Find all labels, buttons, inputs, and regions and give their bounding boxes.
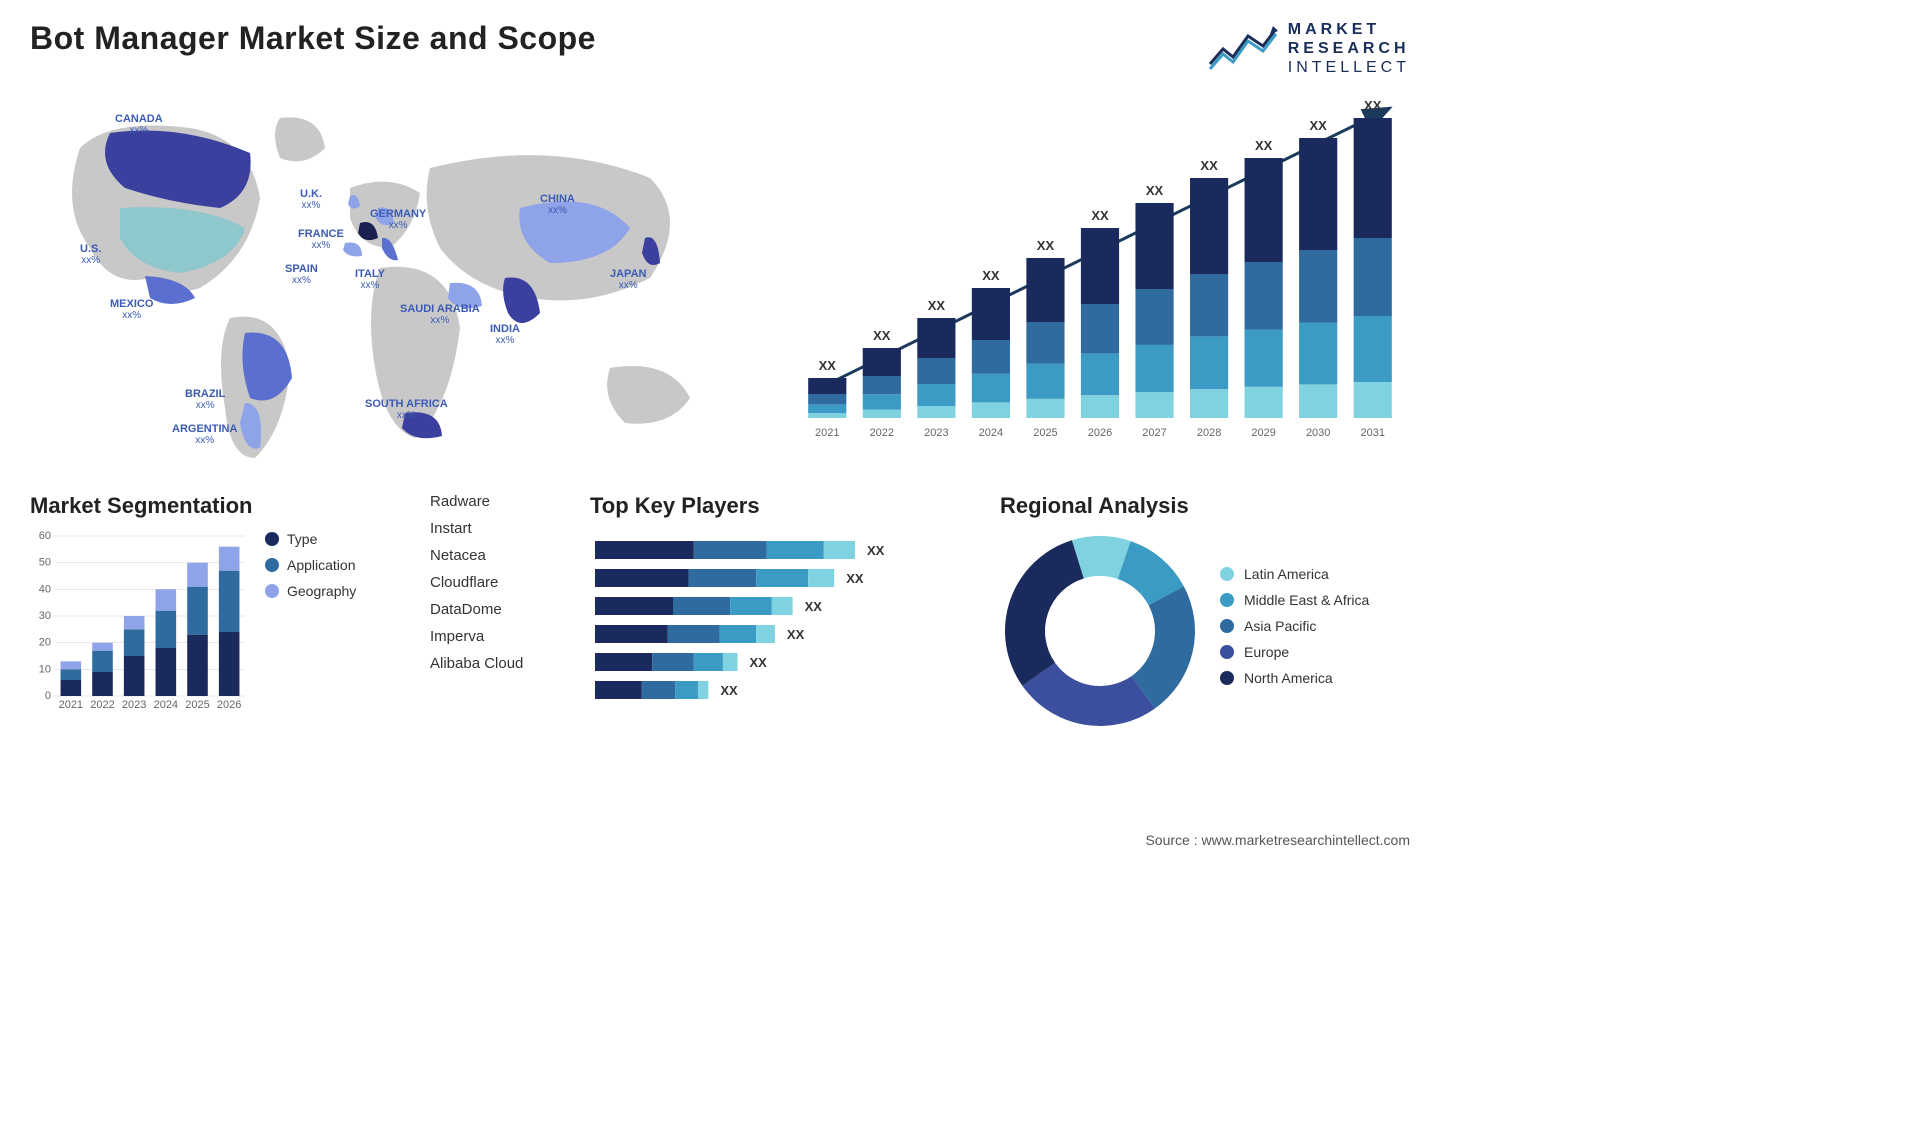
svg-text:2030: 2030	[1306, 427, 1330, 439]
map-label: U.S.xx%	[80, 243, 101, 266]
svg-text:2031: 2031	[1360, 427, 1384, 439]
map-label: U.K.xx%	[300, 188, 322, 211]
segmentation-title: Market Segmentation	[30, 493, 400, 519]
svg-text:XX: XX	[749, 655, 767, 670]
svg-text:XX: XX	[720, 683, 738, 698]
map-label: ARGENTINAxx%	[172, 423, 237, 446]
svg-text:XX: XX	[928, 298, 946, 313]
svg-text:40: 40	[39, 583, 51, 595]
svg-text:2025: 2025	[185, 699, 209, 711]
growth-bar-chart: XX 2021 XX 2022 XX 2023 XX 2024 XX 2025 XX 2026 XX 20…	[790, 88, 1410, 448]
legend-item: Geography	[265, 583, 356, 599]
map-label: GERMANYxx%	[370, 208, 426, 231]
map-label: CHINAxx%	[540, 193, 575, 216]
legend-item: Type	[265, 531, 356, 547]
svg-text:XX: XX	[1200, 158, 1218, 173]
legend-item: North America	[1220, 670, 1369, 686]
svg-text:XX: XX	[1037, 238, 1055, 253]
player-item: Radware	[430, 493, 560, 510]
svg-text:XX: XX	[1364, 98, 1382, 113]
regional-analysis-section: Regional Analysis Latin America Middle Ea…	[1000, 493, 1410, 731]
map-label: MEXICOxx%	[110, 298, 153, 321]
map-label: SPAINxx%	[285, 263, 318, 286]
market-segmentation-section: Market Segmentation 0 10 20 30 40 50 60 2021 202…	[30, 493, 400, 731]
legend-item: Asia Pacific	[1220, 618, 1369, 634]
map-label: SOUTH AFRICAxx%	[365, 398, 448, 421]
svg-text:30: 30	[39, 610, 51, 622]
legend-item: Europe	[1220, 644, 1369, 660]
segmentation-chart: 0 10 20 30 40 50 60 2021 2022 2023 2024 2025 2026	[30, 531, 250, 711]
map-label: FRANCExx%	[298, 228, 344, 251]
logo-line3: INTELLECT	[1288, 58, 1410, 77]
svg-text:XX: XX	[1146, 183, 1164, 198]
svg-text:XX: XX	[1310, 118, 1328, 133]
svg-text:XX: XX	[787, 627, 805, 642]
logo-icon	[1208, 24, 1278, 74]
svg-text:XX: XX	[805, 599, 823, 614]
svg-text:XX: XX	[819, 358, 837, 373]
svg-text:2024: 2024	[979, 427, 1003, 439]
regional-legend: Latin America Middle East & Africa Asia Pa…	[1220, 566, 1369, 696]
svg-text:2021: 2021	[59, 699, 83, 711]
tkp-chart: XXXXXXXXXXXX	[590, 531, 950, 721]
player-item: Cloudflare	[430, 574, 560, 591]
legend-item: Middle East & Africa	[1220, 592, 1369, 608]
segmentation-legend: Type Application Geography	[265, 531, 356, 711]
svg-text:50: 50	[39, 556, 51, 568]
svg-text:2022: 2022	[870, 427, 894, 439]
svg-text:2023: 2023	[122, 699, 146, 711]
players-list: Radware Instart Netacea Cloudflare DataDome I…	[430, 493, 560, 731]
source-text: Source : www.marketresearchintellect.com	[1145, 832, 1410, 848]
regional-title: Regional Analysis	[1000, 493, 1410, 519]
map-label: INDIAxx%	[490, 323, 520, 346]
legend-item: Latin America	[1220, 566, 1369, 582]
svg-text:XX: XX	[1255, 138, 1273, 153]
map-label: SAUDI ARABIAxx%	[400, 303, 480, 326]
svg-text:XX: XX	[846, 571, 864, 586]
tkp-title: Top Key Players	[590, 493, 970, 519]
svg-text:2026: 2026	[217, 699, 241, 711]
svg-text:XX: XX	[1091, 208, 1109, 223]
svg-text:2023: 2023	[924, 427, 948, 439]
svg-text:XX: XX	[982, 268, 1000, 283]
svg-text:2029: 2029	[1251, 427, 1275, 439]
top-key-players-section: Top Key Players XXXXXXXXXXXX	[590, 493, 970, 731]
player-item: DataDome	[430, 601, 560, 618]
logo-line1: MARKET	[1288, 20, 1410, 39]
map-label: BRAZILxx%	[185, 388, 225, 411]
svg-text:20: 20	[39, 636, 51, 648]
svg-text:10: 10	[39, 663, 51, 675]
svg-text:2028: 2028	[1197, 427, 1221, 439]
map-label: JAPANxx%	[610, 268, 646, 291]
svg-text:2024: 2024	[154, 699, 178, 711]
svg-text:2022: 2022	[90, 699, 114, 711]
svg-text:XX: XX	[867, 543, 885, 558]
page-title: Bot Manager Market Size and Scope	[30, 20, 596, 57]
regional-donut	[1000, 531, 1200, 731]
world-map: CANADAxx% U.S.xx% MEXICOxx% BRAZILxx% ARGENT…	[30, 88, 750, 468]
player-item: Instart	[430, 520, 560, 537]
map-label: ITALYxx%	[355, 268, 385, 291]
logo-line2: RESEARCH	[1288, 39, 1410, 58]
map-label: CANADAxx%	[115, 113, 163, 136]
brand-logo: MARKET RESEARCH INTELLECT	[1208, 20, 1410, 78]
svg-text:60: 60	[39, 531, 51, 542]
player-item: Alibaba Cloud	[430, 655, 560, 672]
legend-item: Application	[265, 557, 356, 573]
svg-text:2025: 2025	[1033, 427, 1057, 439]
svg-text:XX: XX	[873, 328, 891, 343]
player-item: Imperva	[430, 628, 560, 645]
player-item: Netacea	[430, 547, 560, 564]
svg-text:0: 0	[45, 690, 51, 702]
svg-text:2027: 2027	[1142, 427, 1166, 439]
svg-text:2021: 2021	[815, 427, 839, 439]
svg-text:2026: 2026	[1088, 427, 1112, 439]
